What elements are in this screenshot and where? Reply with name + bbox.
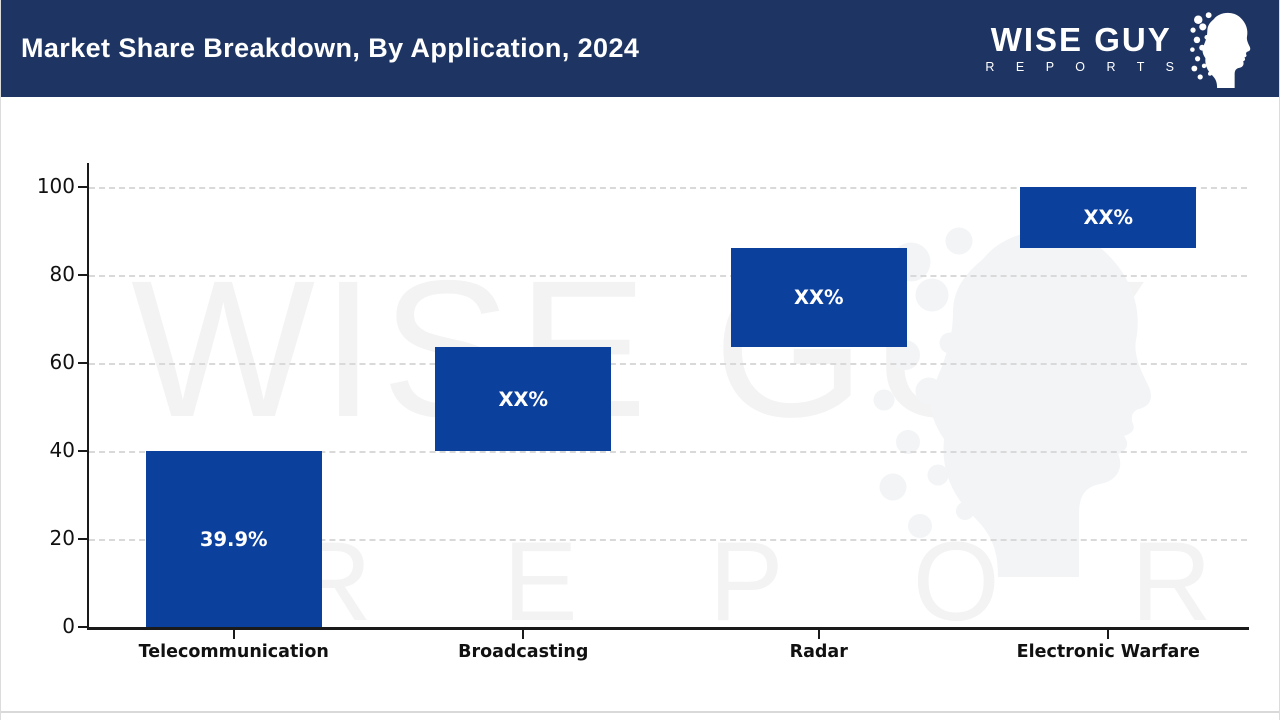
y-tick-label: 20 bbox=[49, 526, 75, 550]
page-title: Market Share Breakdown, By Application, … bbox=[21, 33, 640, 63]
x-tick-mark bbox=[817, 630, 820, 639]
bar-value-label: XX% bbox=[793, 286, 844, 310]
header-bar: Market Share Breakdown, By Application, … bbox=[1, 0, 1279, 97]
logo-wordmark: WISE GUY bbox=[990, 21, 1172, 59]
bar-value-label: 39.9% bbox=[199, 527, 268, 551]
logo-subtitle: R E P O R T S bbox=[985, 60, 1183, 75]
y-tick-mark bbox=[78, 362, 87, 364]
y-tick-mark bbox=[78, 186, 87, 188]
bar-radar: XX% bbox=[730, 248, 907, 348]
y-tick-label: 0 bbox=[62, 614, 75, 638]
gridline-y80 bbox=[89, 275, 1247, 277]
gridline-y20 bbox=[89, 539, 1247, 541]
bar-broadcasting: XX% bbox=[435, 347, 612, 452]
x-category-label: Electronic Warfare bbox=[1016, 642, 1200, 662]
y-tick-label: 100 bbox=[36, 174, 75, 198]
x-tick-mark bbox=[522, 630, 525, 639]
gridline-y100 bbox=[89, 187, 1247, 189]
bar-value-label: XX% bbox=[1083, 206, 1134, 230]
bar-electronic-warfare: XX% bbox=[1020, 187, 1197, 249]
y-tick-label: 60 bbox=[49, 350, 75, 374]
y-tick-label: 40 bbox=[49, 438, 75, 462]
x-category-label: Broadcasting bbox=[458, 642, 589, 662]
x-tick-mark bbox=[232, 630, 235, 639]
y-tick-mark bbox=[78, 274, 87, 276]
y-tick-mark bbox=[78, 450, 87, 452]
gridline-y60 bbox=[89, 363, 1247, 365]
gridline-y40 bbox=[89, 451, 1247, 453]
plot-area: 0 20 40 60 80 100 39.9% Telecommunication XX% Bro… bbox=[1, 97, 1279, 711]
x-axis bbox=[87, 627, 1249, 630]
y-tick-mark bbox=[78, 626, 87, 628]
bar-telecommunication: 39.9% bbox=[145, 451, 322, 627]
bar-value-label: XX% bbox=[498, 387, 549, 411]
dotted-head-icon bbox=[1190, 11, 1251, 88]
y-tick-mark bbox=[78, 538, 87, 540]
wise-guy-reports-logo: WISE GUY R E P O R T S bbox=[979, 10, 1257, 88]
chart-body: WISE GUY R E P O R T S 02040608010039.9%… bbox=[1, 97, 1279, 713]
x-category-label: Telecommunication bbox=[138, 642, 329, 662]
x-category-label: Radar bbox=[789, 642, 848, 662]
y-axis bbox=[87, 163, 89, 629]
logo-text: WISE GUY R E P O R T S bbox=[979, 23, 1183, 74]
y-tick-label: 80 bbox=[49, 262, 75, 286]
x-tick-mark bbox=[1107, 630, 1110, 639]
